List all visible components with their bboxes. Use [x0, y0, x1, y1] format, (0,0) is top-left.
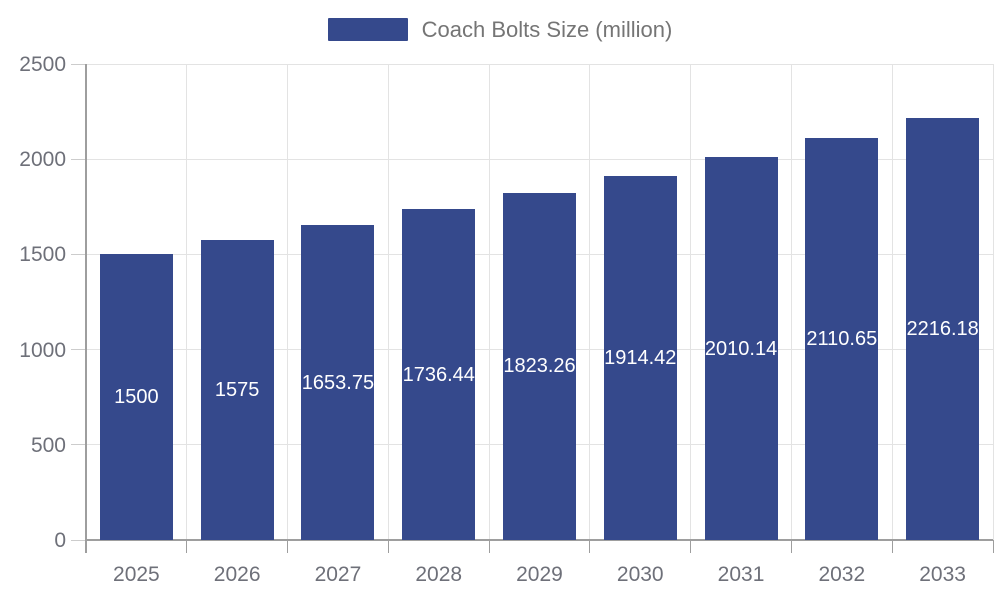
x-tick-label: 2026 — [213, 563, 261, 586]
x-axis-tick — [790, 540, 792, 553]
bar[interactable]: 1914.42 — [603, 175, 677, 540]
v-gridline — [488, 64, 490, 540]
legend-label: Coach Bolts Size (million) — [421, 17, 673, 42]
y-axis-line — [85, 64, 87, 553]
x-axis-tick — [387, 540, 389, 553]
x-axis-tick — [287, 540, 289, 553]
y-axis-tick — [71, 253, 86, 255]
v-gridline — [387, 64, 389, 540]
x-tick-label: 2029 — [516, 563, 563, 586]
bar-value-label: 2216.18 — [906, 318, 979, 341]
bar-value-label: 1914.42 — [604, 346, 677, 369]
v-gridline — [287, 64, 289, 540]
x-tick-label: 2032 — [818, 563, 866, 586]
x-axis-tick — [891, 540, 893, 553]
bar[interactable]: 1736.44 — [402, 209, 476, 540]
v-gridline — [690, 64, 692, 540]
x-tick-label: 2028 — [415, 563, 463, 586]
y-tick-label: 1000 — [19, 338, 66, 362]
bar-value-label: 1736.44 — [402, 363, 475, 386]
x-axis-line — [85, 539, 993, 541]
y-tick-label: 2000 — [19, 148, 66, 172]
y-axis-tick — [71, 444, 86, 446]
y-tick-label: 500 — [30, 433, 66, 457]
v-gridline — [891, 64, 893, 540]
bar[interactable]: 1823.26 — [503, 192, 576, 540]
bar-value-label: 1500 — [114, 386, 159, 409]
bar[interactable]: 2110.65 — [805, 138, 879, 540]
y-axis-tick — [71, 349, 86, 351]
legend-item[interactable]: Coach Bolts Size (million) — [0, 18, 1000, 41]
v-gridline — [589, 64, 591, 540]
bar[interactable]: 2216.18 — [906, 118, 980, 540]
x-tick-label: 2030 — [616, 563, 664, 586]
x-tick-label: 2031 — [717, 563, 765, 586]
bar[interactable]: 2010.14 — [704, 157, 778, 540]
y-tick-label: 0 — [54, 529, 66, 552]
x-axis-tick — [589, 540, 591, 553]
x-tick-label: 2027 — [314, 563, 362, 586]
x-axis-tick — [186, 540, 188, 553]
y-axis-tick — [71, 539, 86, 541]
h-gridline — [86, 63, 993, 65]
v-gridline — [992, 64, 994, 540]
x-axis-tick — [992, 540, 994, 553]
y-tick-label: 2500 — [19, 53, 66, 76]
x-axis-tick — [488, 540, 490, 553]
x-tick-label: 2033 — [919, 563, 966, 586]
bar-value-label: 2110.65 — [806, 328, 878, 351]
bar[interactable]: 1500 — [99, 254, 173, 540]
bar-value-label: 1653.75 — [301, 371, 375, 394]
x-tick-label: 2025 — [113, 563, 160, 586]
legend-swatch — [327, 18, 408, 41]
plot-area: 0 500 1000 1500 2000 2500 1500 2025 1575 2026 1653… — [19, 54, 994, 585]
h-gridline — [86, 158, 993, 160]
bar-value-label: 2010.14 — [704, 337, 778, 360]
bar-value-label: 1823.26 — [503, 355, 576, 378]
y-axis-tick — [71, 63, 86, 65]
bar[interactable]: 1575 — [200, 240, 274, 540]
v-gridline — [790, 64, 792, 540]
y-axis-tick — [71, 158, 86, 160]
x-axis-tick — [690, 540, 692, 553]
v-gridline — [186, 64, 188, 540]
y-tick-label: 1500 — [19, 243, 66, 267]
bar-value-label: 1575 — [214, 379, 260, 402]
bar[interactable]: 1653.75 — [301, 225, 375, 540]
